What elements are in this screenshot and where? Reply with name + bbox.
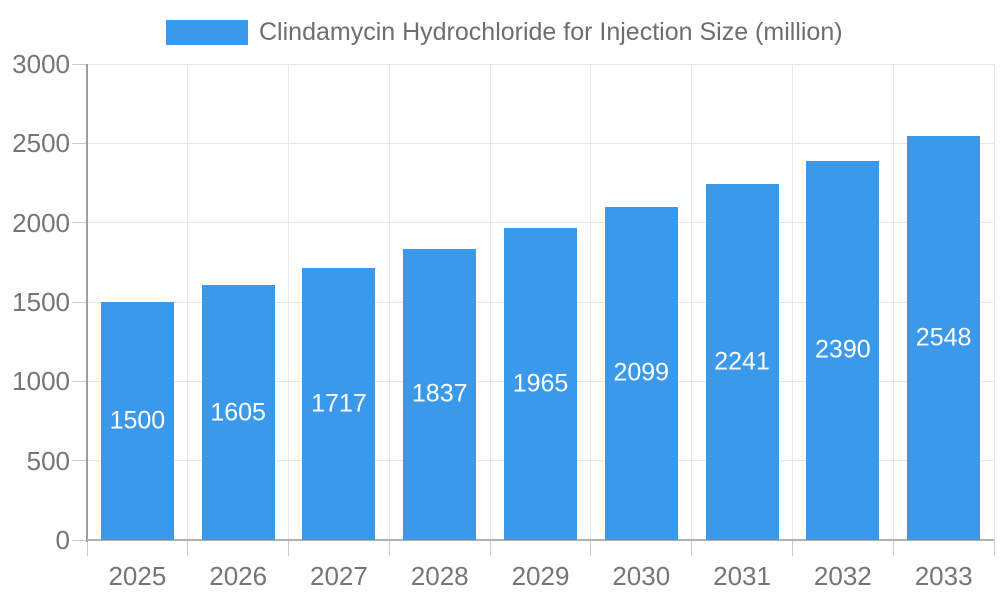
x-tick xyxy=(993,540,995,556)
bar-value-label: 1717 xyxy=(311,389,367,418)
legend-label: Clindamycin Hydrochloride for Injection … xyxy=(259,18,843,46)
bar xyxy=(907,135,981,540)
bar xyxy=(604,206,678,540)
x-tick-label: 2029 xyxy=(511,561,570,591)
x-tick-label: 2026 xyxy=(209,561,268,591)
bar-value-label: 1605 xyxy=(210,398,266,427)
y-tick-label: 3000 xyxy=(12,49,70,79)
bar xyxy=(201,285,275,540)
bar-value-label: 1500 xyxy=(109,406,166,435)
legend: Clindamycin Hydrochloride for Injection … xyxy=(166,20,843,45)
y-tick-label: 2500 xyxy=(12,128,70,159)
v-gridline xyxy=(993,64,995,540)
x-tick xyxy=(489,540,491,556)
y-tick xyxy=(72,460,87,462)
x-tick xyxy=(691,540,693,556)
x-tick xyxy=(791,540,793,556)
h-gridline xyxy=(87,222,994,224)
x-tick xyxy=(590,540,592,556)
bar-value-label: 2390 xyxy=(815,335,871,364)
bar-value-label: 1965 xyxy=(512,369,569,398)
x-tick xyxy=(288,540,290,556)
bar xyxy=(100,302,174,540)
y-tick-label: 1000 xyxy=(12,366,70,397)
bar xyxy=(806,160,880,540)
bar-value-label: 2548 xyxy=(915,323,972,352)
x-tick xyxy=(892,540,894,556)
h-gridline xyxy=(87,142,994,144)
y-tick xyxy=(72,142,87,144)
y-tick-label: 2000 xyxy=(12,207,70,238)
x-tick-label: 2025 xyxy=(108,561,167,591)
bar xyxy=(302,267,376,540)
y-tick-label: 0 xyxy=(55,525,70,555)
x-tick-label: 2033 xyxy=(914,561,973,591)
y-axis-line xyxy=(86,64,88,542)
bar xyxy=(504,228,577,540)
x-tick-label: 2028 xyxy=(410,561,469,591)
y-tick xyxy=(72,380,87,382)
x-tick xyxy=(86,540,88,556)
bar xyxy=(705,184,779,540)
bar-value-label: 2099 xyxy=(613,358,670,387)
y-tick-label: 1500 xyxy=(12,287,70,317)
x-tick-label: 2031 xyxy=(713,561,771,591)
y-tick xyxy=(72,539,87,541)
h-gridline xyxy=(87,63,994,65)
y-tick xyxy=(72,63,87,65)
x-tick-label: 2030 xyxy=(612,561,671,591)
x-axis-line xyxy=(87,539,994,541)
bar xyxy=(403,248,477,540)
x-tick xyxy=(388,540,390,556)
x-tick-label: 2032 xyxy=(813,561,872,591)
x-tick-label: 2027 xyxy=(310,561,368,591)
bar-value-label: 1837 xyxy=(411,379,468,408)
bar-value-label: 2241 xyxy=(714,347,770,376)
x-tick xyxy=(187,540,189,556)
legend-swatch xyxy=(166,20,248,45)
y-tick xyxy=(72,222,87,224)
y-tick xyxy=(72,301,87,303)
y-tick-label: 500 xyxy=(26,445,70,476)
